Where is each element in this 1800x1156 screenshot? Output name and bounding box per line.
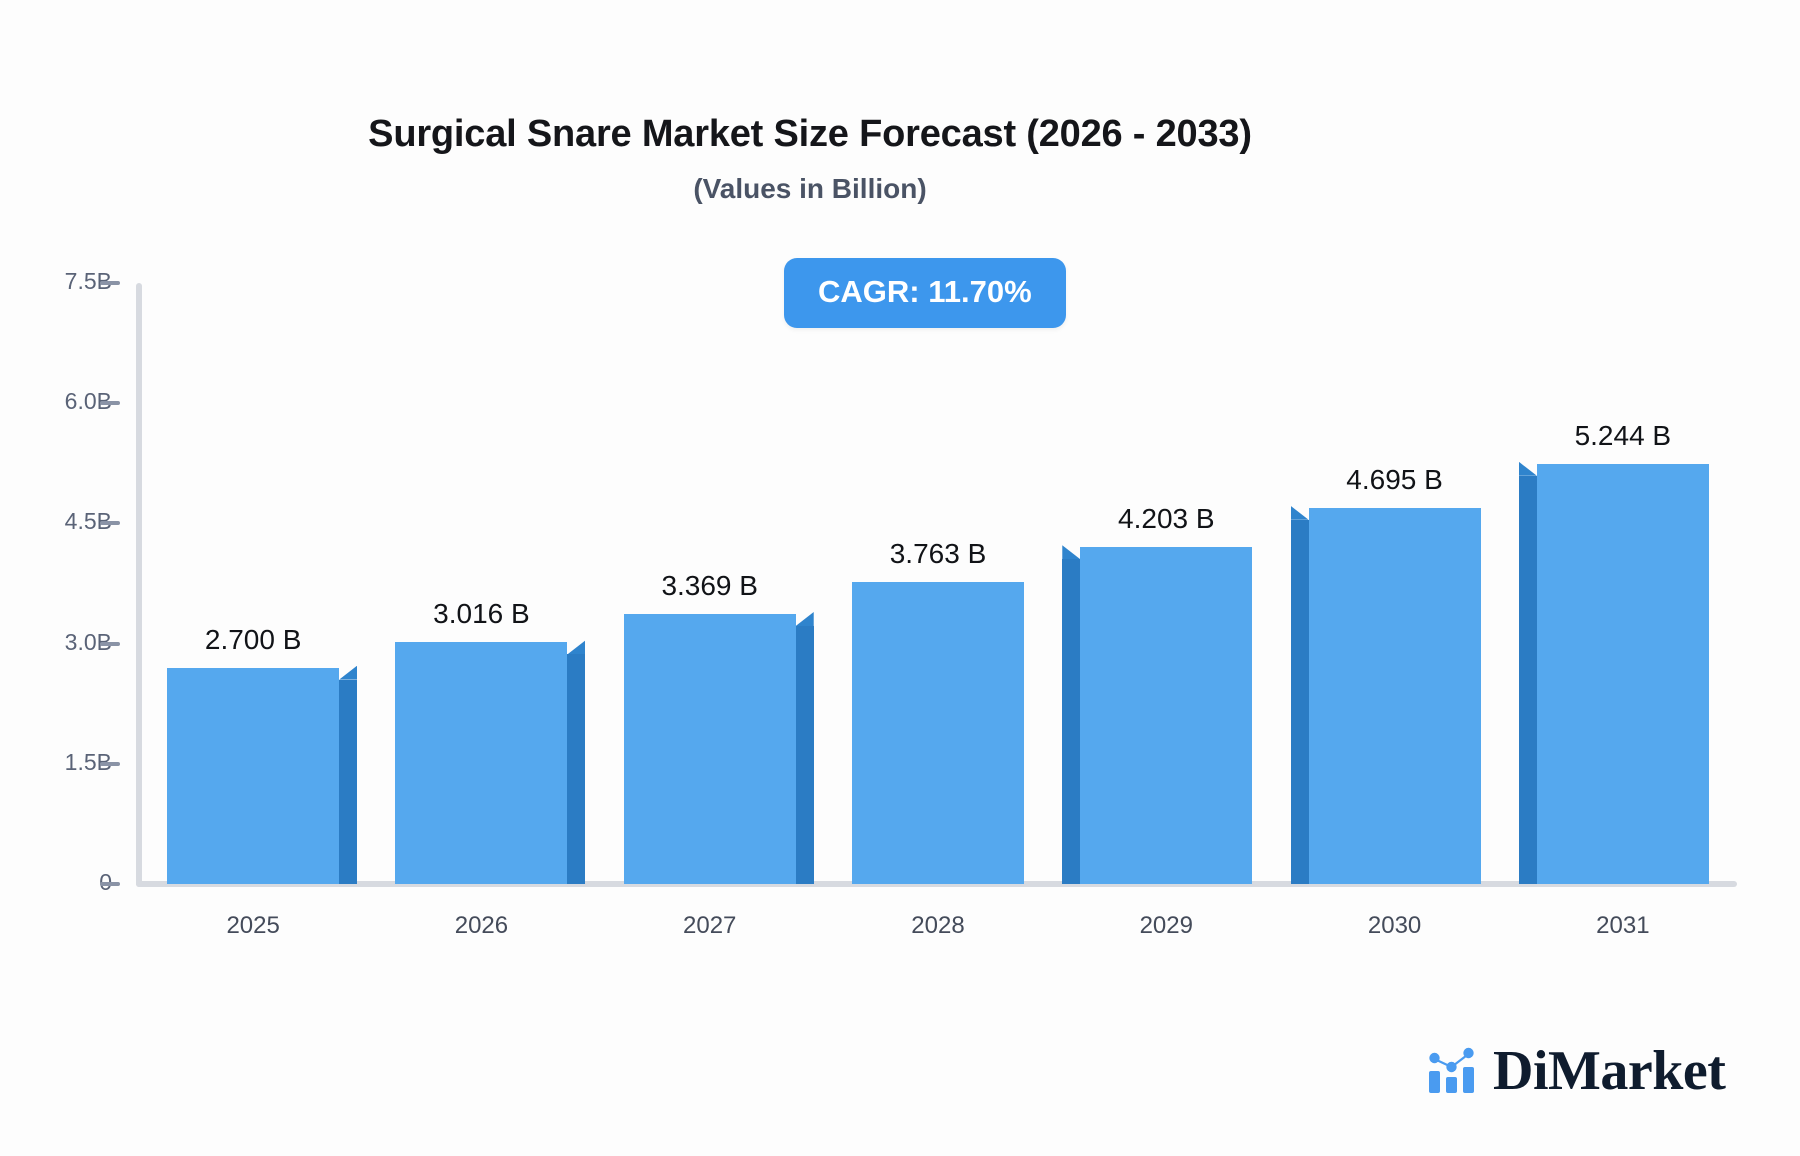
y-tick-label: 0: [20, 869, 112, 896]
x-axis-label: 2030: [1367, 912, 1422, 939]
bar-front-face: [1536, 463, 1709, 884]
y-tick-label: 4.5B: [64, 508, 112, 535]
bar-top-face: [567, 640, 586, 655]
y-tick-label: 7.5B: [64, 268, 112, 294]
bar-side-face: [1290, 519, 1309, 884]
x-axis-label: 2026: [454, 912, 509, 939]
bar-2029[interactable]: 4.203 B 2029: [1062, 0, 1253, 939]
bar-front-face: [1080, 547, 1253, 884]
x-axis-label: 2025: [226, 912, 280, 939]
bar-chart-trend-icon: [1429, 1047, 1474, 1093]
bar-2026[interactable]: 3.016 B 2026: [395, 0, 586, 939]
bar-top-face: [1290, 505, 1309, 520]
bar-value-label: 2.700 B: [204, 623, 302, 655]
bar-side-face: [795, 626, 814, 884]
cagr-badge: CAGR: 11.70%: [784, 258, 1066, 328]
bar-top-face: [1062, 545, 1081, 560]
bar-value-label: 4.203 B: [1118, 503, 1215, 535]
y-tick-label: 1.5B: [64, 748, 112, 775]
x-axis-label: 2028: [911, 912, 965, 939]
bar-side-face: [339, 679, 358, 884]
bar-2027[interactable]: 3.369 B 2027: [623, 0, 814, 939]
y-tick-mark: [100, 521, 120, 526]
y-tick-mark: [100, 761, 120, 766]
y-tick-mark: [100, 882, 120, 886]
bar-value-label: 4.695 B: [1346, 463, 1443, 495]
bar-value-label: 5.244 B: [1574, 419, 1672, 451]
bar-front-face: [623, 614, 796, 884]
page-title: Surgical Snare Market Size Forecast (202…: [368, 113, 1252, 155]
y-tick-mark: [100, 281, 120, 285]
bar-top-face: [339, 665, 358, 680]
bar-side-face: [567, 654, 586, 884]
bar-value-label: 3.763 B: [889, 538, 987, 570]
y-axis-line: [136, 283, 142, 887]
x-axis-label: 2029: [1139, 912, 1193, 939]
bar-front-face: [167, 667, 340, 884]
y-tick-label: 6.0B: [64, 388, 112, 415]
bar-value-label: 3.016 B: [433, 598, 530, 630]
bar-top-face: [1518, 461, 1537, 476]
bar-value-label: 3.369 B: [661, 570, 758, 602]
y-tick-mark: [100, 401, 120, 406]
bar-2030[interactable]: 4.695 B 2030: [1290, 0, 1481, 939]
bar-top-face: [795, 612, 814, 627]
bar-2028[interactable]: 3.763 B 2028: [852, 0, 1024, 939]
x-axis-label: 2031: [1596, 912, 1650, 939]
bar-front-face: [1308, 507, 1481, 884]
chart-subtitle: (Values in Billion): [693, 173, 927, 204]
bar-2031[interactable]: 5.244 B 2031: [1518, 0, 1709, 939]
logo-text: DiMarket: [1493, 1040, 1726, 1102]
dimarket-logo: DiMarket: [1427, 1040, 1726, 1102]
y-tick-label: 3.0B: [64, 628, 112, 655]
bar-side-face: [1518, 475, 1537, 884]
bar-2025[interactable]: 2.700 B 2025: [167, 0, 358, 939]
y-tick-mark: [100, 641, 120, 646]
x-axis-line: [136, 881, 1737, 887]
x-axis-label: 2027: [683, 912, 737, 939]
bar-side-face: [1062, 559, 1081, 884]
bar-front-face: [852, 582, 1024, 884]
bar-front-face: [395, 642, 568, 884]
